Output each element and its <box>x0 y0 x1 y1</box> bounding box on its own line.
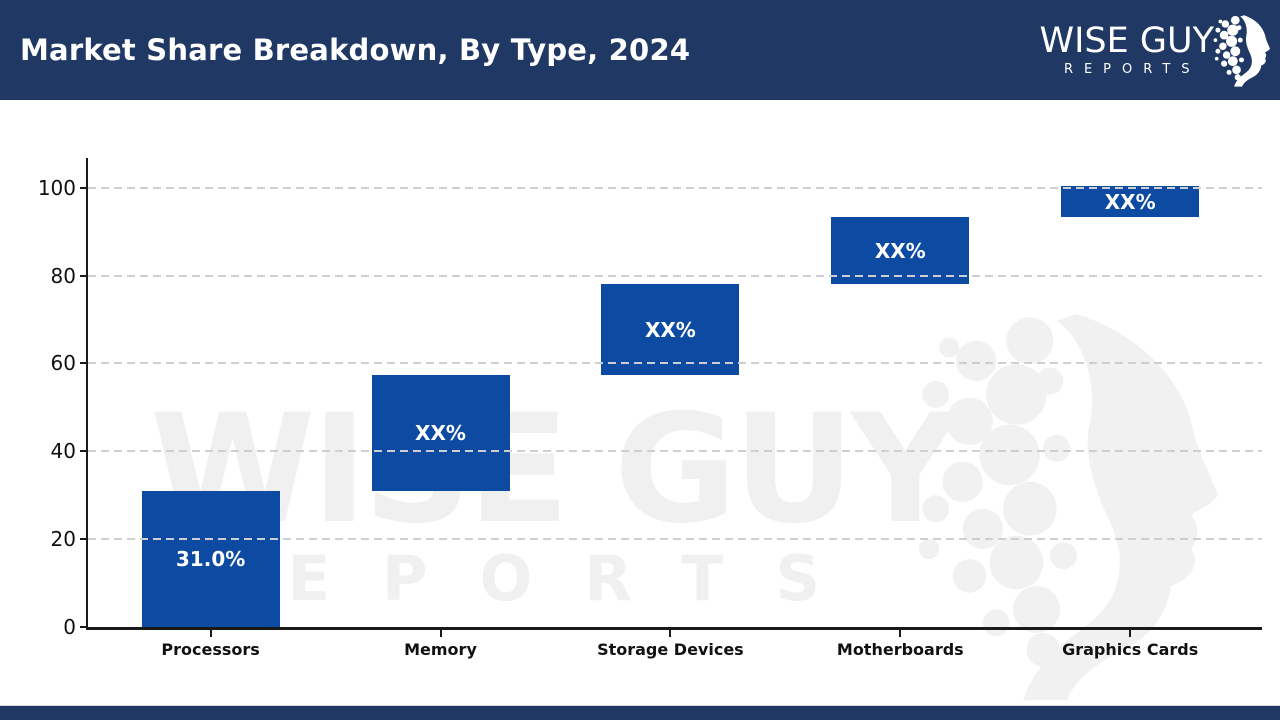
x-axis-tick <box>209 630 212 637</box>
page-title: Market Share Breakdown, By Type, 2024 <box>20 33 691 67</box>
bar: XX% <box>601 284 740 375</box>
y-axis-spine <box>86 158 88 630</box>
bar-value-label: XX% <box>644 317 696 342</box>
y-axis-tick-label: 20 <box>50 527 76 552</box>
y-axis-tick <box>80 538 88 541</box>
brand-subtitle: REPORTS <box>1063 62 1201 77</box>
y-axis-tick <box>80 626 88 628</box>
x-axis-tick <box>1129 630 1132 637</box>
x-axis-tick <box>439 630 442 637</box>
x-axis-category-label: Graphics Cards <box>1062 640 1199 659</box>
brand-text: WISE GUY REPORTS <box>1039 21 1214 77</box>
x-axis-category-label: Storage Devices <box>597 640 744 659</box>
brand-wordmark: WISE GUY <box>1039 21 1214 61</box>
bar-value-label: XX% <box>874 238 926 263</box>
x-axis-tick <box>899 630 902 637</box>
bar: XX% <box>371 374 510 491</box>
gridline <box>88 186 1262 189</box>
x-axis-category-label: Motherboards <box>836 640 964 659</box>
bar-value-label: 31.0% <box>175 546 246 571</box>
footer-bar <box>0 706 1280 720</box>
brand-logo: WISE GUY REPORTS <box>1039 0 1270 100</box>
bar: XX% <box>831 217 970 285</box>
header-bar: Market Share Breakdown, By Type, 2024 WI… <box>0 0 1280 100</box>
y-axis-tick-label: 40 <box>50 439 76 464</box>
x-axis-category-label: Memory <box>404 640 477 659</box>
y-axis-tick-label: 0 <box>63 615 76 639</box>
y-axis-tick <box>80 186 88 189</box>
y-axis-tick-label: 60 <box>50 351 76 376</box>
bar-value-label: XX% <box>1104 189 1156 214</box>
bar: 31.0% <box>141 490 280 627</box>
y-axis-tick-label: 100 <box>37 175 76 200</box>
chart-area: WISE GUY REPORTS 31.0% Processors XX% Memor… <box>0 100 1280 706</box>
x-axis-spine <box>86 627 1262 630</box>
y-axis-tick <box>80 274 88 277</box>
bar-value-label: XX% <box>415 420 466 445</box>
watermark-wordmark: WISE GUY <box>150 383 960 557</box>
y-axis-tick-label: 80 <box>50 263 76 288</box>
x-axis-category-label: Processors <box>161 640 260 659</box>
watermark-subtitle: REPORTS <box>188 542 873 615</box>
gridline <box>88 274 1262 277</box>
y-axis-tick <box>80 450 88 453</box>
y-axis-tick <box>80 362 88 365</box>
bar: XX% <box>1061 186 1200 218</box>
gridline <box>88 362 1262 365</box>
gridline <box>88 450 1262 453</box>
gridline <box>88 538 1262 541</box>
x-axis-tick <box>669 630 672 637</box>
